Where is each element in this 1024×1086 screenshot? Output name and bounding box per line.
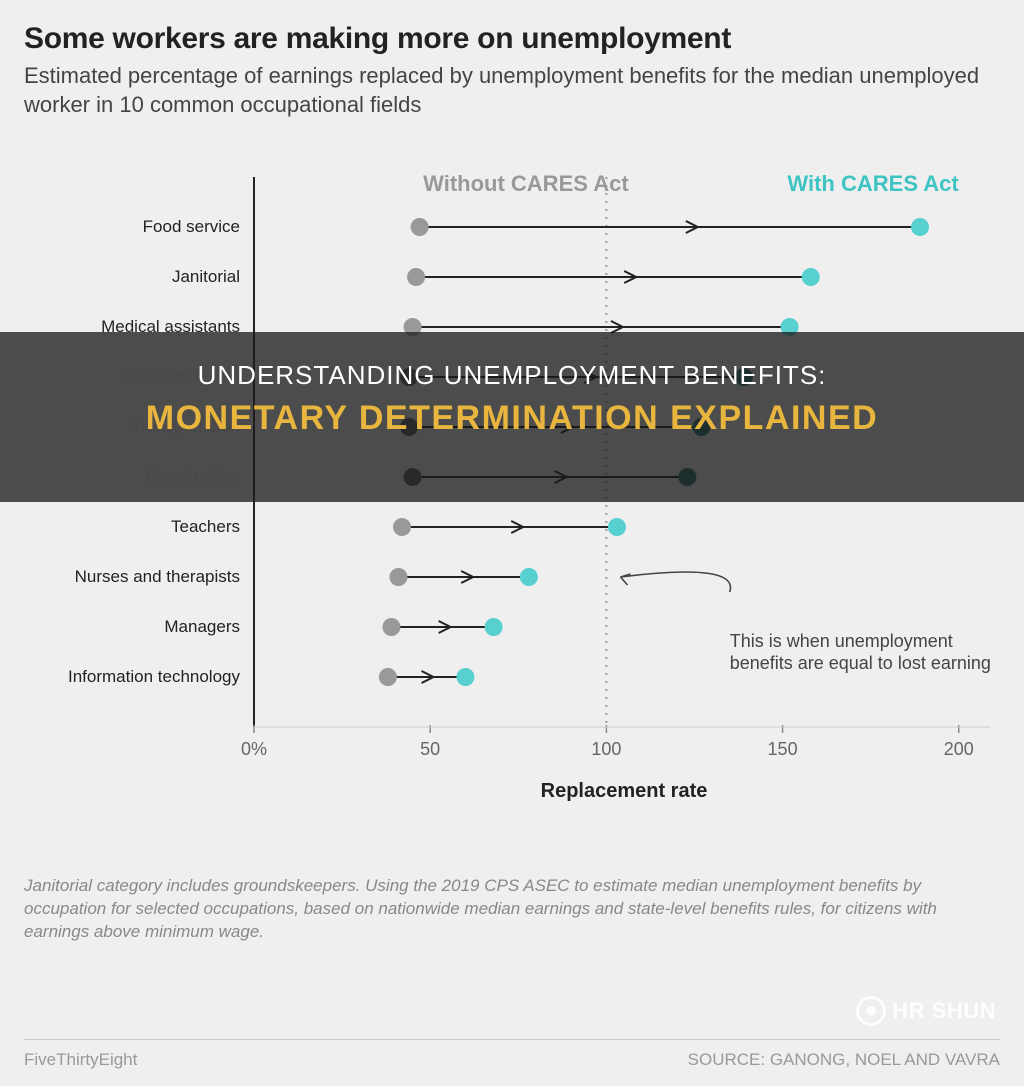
without-dot — [407, 268, 425, 286]
row-label: Teachers — [171, 517, 240, 536]
watermark: HR SHUN — [856, 996, 996, 1026]
x-axis-label: Replacement rate — [541, 780, 708, 802]
without-dot — [411, 218, 429, 236]
annotation-text: This is when unemployment — [730, 631, 953, 651]
without-dot — [389, 568, 407, 586]
row-label: Managers — [164, 617, 240, 636]
x-tick-label: 50 — [420, 739, 440, 759]
overlay-banner: UNDERSTANDING UNEMPLOYMENT BENEFITS: MON… — [0, 332, 1024, 502]
watermark-text: HR SHUN — [892, 998, 996, 1024]
footnote: Janitorial category includes groundskeep… — [0, 875, 1024, 944]
annotation-arrow — [620, 572, 730, 592]
without-dot — [382, 618, 400, 636]
with-dot — [485, 618, 503, 636]
dumbbell-chart: Without CARES Act With CARES Act Food serv… — [34, 147, 990, 867]
legend-without: Without CARES Act — [423, 171, 629, 196]
overlay-line2: MONETARY DETERMINATION EXPLAINED — [20, 399, 1004, 438]
row-label: Nurses and therapists — [75, 567, 240, 586]
with-dot — [911, 218, 929, 236]
credit-right: SOURCE: GANONG, NOEL AND VAVRA — [688, 1050, 1000, 1070]
with-dot — [608, 518, 626, 536]
chart-title: Some workers are making more on unemploy… — [24, 22, 1000, 56]
without-dot — [393, 518, 411, 536]
chart-subtitle: Estimated percentage of earnings replace… — [24, 62, 1000, 119]
x-tick-label: 200 — [944, 739, 974, 759]
x-tick-label: 100 — [591, 739, 621, 759]
legend-with: With CARES Act — [787, 171, 959, 196]
credit-left: FiveThirtyEight — [24, 1050, 137, 1070]
overlay-line1: UNDERSTANDING UNEMPLOYMENT BENEFITS: — [20, 360, 1004, 391]
x-tick-label: 150 — [768, 739, 798, 759]
row-label: Food service — [143, 217, 240, 236]
with-dot — [456, 668, 474, 686]
row-label: Janitorial — [172, 267, 240, 286]
x-tick-label: 0% — [241, 739, 267, 759]
watermark-icon — [856, 996, 886, 1026]
with-dot — [802, 268, 820, 286]
credits-row: FiveThirtyEight SOURCE: GANONG, NOEL AND… — [24, 1039, 1000, 1070]
with-dot — [520, 568, 538, 586]
annotation-text: benefits are equal to lost earnings — [730, 653, 990, 673]
row-label: Information technology — [68, 667, 240, 686]
chart-area: Without CARES Act With CARES Act Food serv… — [34, 147, 990, 867]
without-dot — [379, 668, 397, 686]
